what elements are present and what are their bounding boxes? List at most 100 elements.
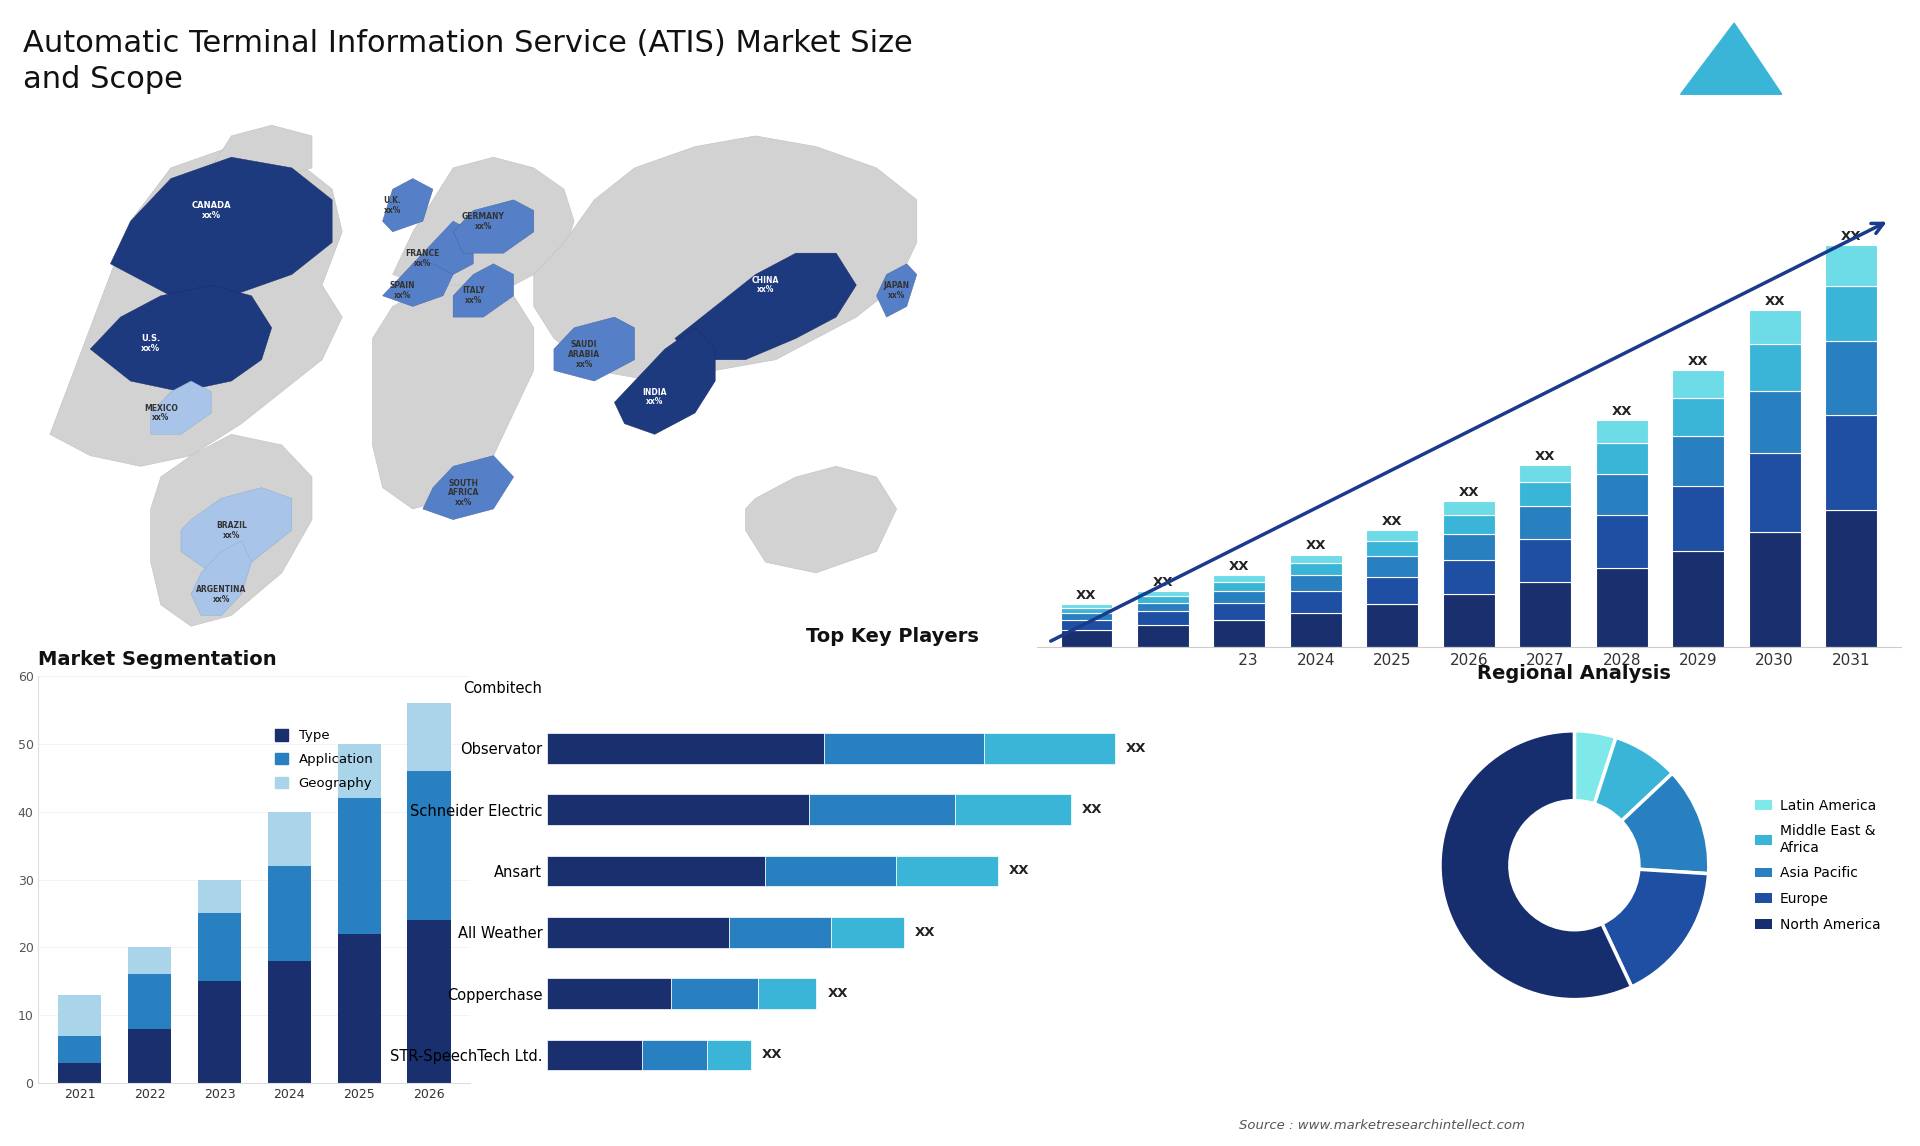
Text: JAPAN
xx%: JAPAN xx% [883, 281, 910, 300]
Bar [1137, 596, 1188, 603]
Bar [1826, 244, 1878, 285]
Text: XX: XX [1152, 575, 1173, 589]
Bar [1749, 311, 1801, 345]
Text: XX: XX [1010, 864, 1029, 878]
Text: Automatic Terminal Information Service (ATIS) Market Size
and Scope: Automatic Terminal Information Service (… [23, 29, 912, 94]
Bar [1826, 342, 1878, 415]
Bar [547, 1039, 641, 1070]
Text: XX: XX [1764, 295, 1786, 308]
Polygon shape [50, 147, 342, 466]
Bar [1672, 435, 1724, 486]
Text: SAUDI
ARABIA
xx%: SAUDI ARABIA xx% [568, 340, 601, 369]
Legend: Type, Application, Geography: Type, Application, Geography [269, 723, 378, 795]
Bar [338, 744, 380, 799]
Text: Source : www.marketresearchintellect.com: Source : www.marketresearchintellect.com [1240, 1120, 1524, 1132]
Polygon shape [1615, 23, 1716, 94]
Bar [1367, 576, 1419, 604]
Title: Top Key Players: Top Key Players [806, 627, 979, 646]
Bar [670, 979, 758, 1008]
Bar [547, 733, 824, 763]
Text: XX: XX [762, 1049, 781, 1061]
Bar [824, 733, 983, 763]
Bar [641, 1039, 707, 1070]
Bar [808, 794, 954, 825]
Text: FRANCE
xx%: FRANCE xx% [405, 249, 440, 268]
Bar [267, 960, 311, 1083]
Bar [1519, 465, 1571, 482]
Bar [1596, 473, 1647, 515]
Wedge shape [1594, 737, 1672, 821]
Text: XX: XX [1611, 406, 1632, 418]
Polygon shape [745, 466, 897, 573]
Bar [1442, 501, 1496, 515]
Bar [547, 979, 670, 1008]
Text: XX: XX [1083, 803, 1102, 816]
Bar [58, 1036, 102, 1062]
Bar [1060, 630, 1112, 647]
Text: CHINA
xx%: CHINA xx% [753, 276, 780, 295]
Text: U.K.
xx%: U.K. xx% [384, 196, 401, 214]
Polygon shape [382, 264, 453, 306]
Bar [198, 880, 242, 913]
Bar [129, 974, 171, 1029]
Bar [1596, 515, 1647, 568]
Text: XX: XX [1306, 540, 1327, 552]
Polygon shape [876, 264, 918, 317]
Bar [1290, 563, 1342, 575]
Text: MARKET
RESEARCH
INTELLECT: MARKET RESEARCH INTELLECT [1793, 37, 1860, 74]
Bar [407, 771, 451, 920]
Bar [1290, 555, 1342, 563]
Bar [267, 811, 311, 866]
Bar [1213, 590, 1265, 603]
Bar [407, 704, 451, 771]
Bar [1213, 620, 1265, 647]
Bar [1519, 539, 1571, 582]
Bar [198, 981, 242, 1083]
Polygon shape [1680, 23, 1782, 94]
Bar [1749, 532, 1801, 647]
Bar [831, 917, 904, 948]
Bar [1672, 370, 1724, 398]
Bar [766, 856, 897, 886]
Text: XX: XX [1382, 516, 1404, 528]
Text: XX: XX [1125, 741, 1146, 755]
Polygon shape [676, 253, 856, 360]
Bar [58, 1062, 102, 1083]
Text: XX: XX [1688, 355, 1709, 368]
Bar [1826, 510, 1878, 647]
Bar [1749, 391, 1801, 453]
Bar [1213, 582, 1265, 590]
Bar [1290, 613, 1342, 647]
Polygon shape [614, 328, 714, 434]
Text: XX: XX [914, 926, 935, 939]
Bar [1137, 611, 1188, 625]
Bar [1672, 398, 1724, 435]
Bar [407, 920, 451, 1083]
Bar [129, 1029, 171, 1083]
Text: BRAZIL
xx%: BRAZIL xx% [215, 521, 248, 540]
Polygon shape [190, 541, 252, 615]
Bar [758, 979, 816, 1008]
Title: Regional Analysis: Regional Analysis [1478, 665, 1670, 683]
Bar [1367, 604, 1419, 647]
Bar [547, 794, 808, 825]
Bar [547, 917, 730, 948]
Polygon shape [372, 285, 534, 509]
Bar [1672, 551, 1724, 647]
Bar [338, 934, 380, 1083]
Bar [1060, 607, 1112, 613]
Bar [1826, 285, 1878, 342]
Text: GERMANY
xx%: GERMANY xx% [463, 212, 505, 230]
Bar [1367, 556, 1419, 576]
Legend: Latin America, Middle East &
Africa, Asia Pacific, Europe, North America: Latin America, Middle East & Africa, Asi… [1749, 793, 1885, 937]
Wedge shape [1574, 731, 1617, 803]
Bar [1519, 507, 1571, 539]
Wedge shape [1601, 870, 1709, 987]
Bar [707, 1039, 751, 1070]
Polygon shape [453, 264, 515, 317]
Bar [1442, 515, 1496, 534]
Bar [983, 733, 1116, 763]
Bar [1749, 453, 1801, 532]
Polygon shape [555, 317, 634, 380]
Bar [1442, 594, 1496, 647]
